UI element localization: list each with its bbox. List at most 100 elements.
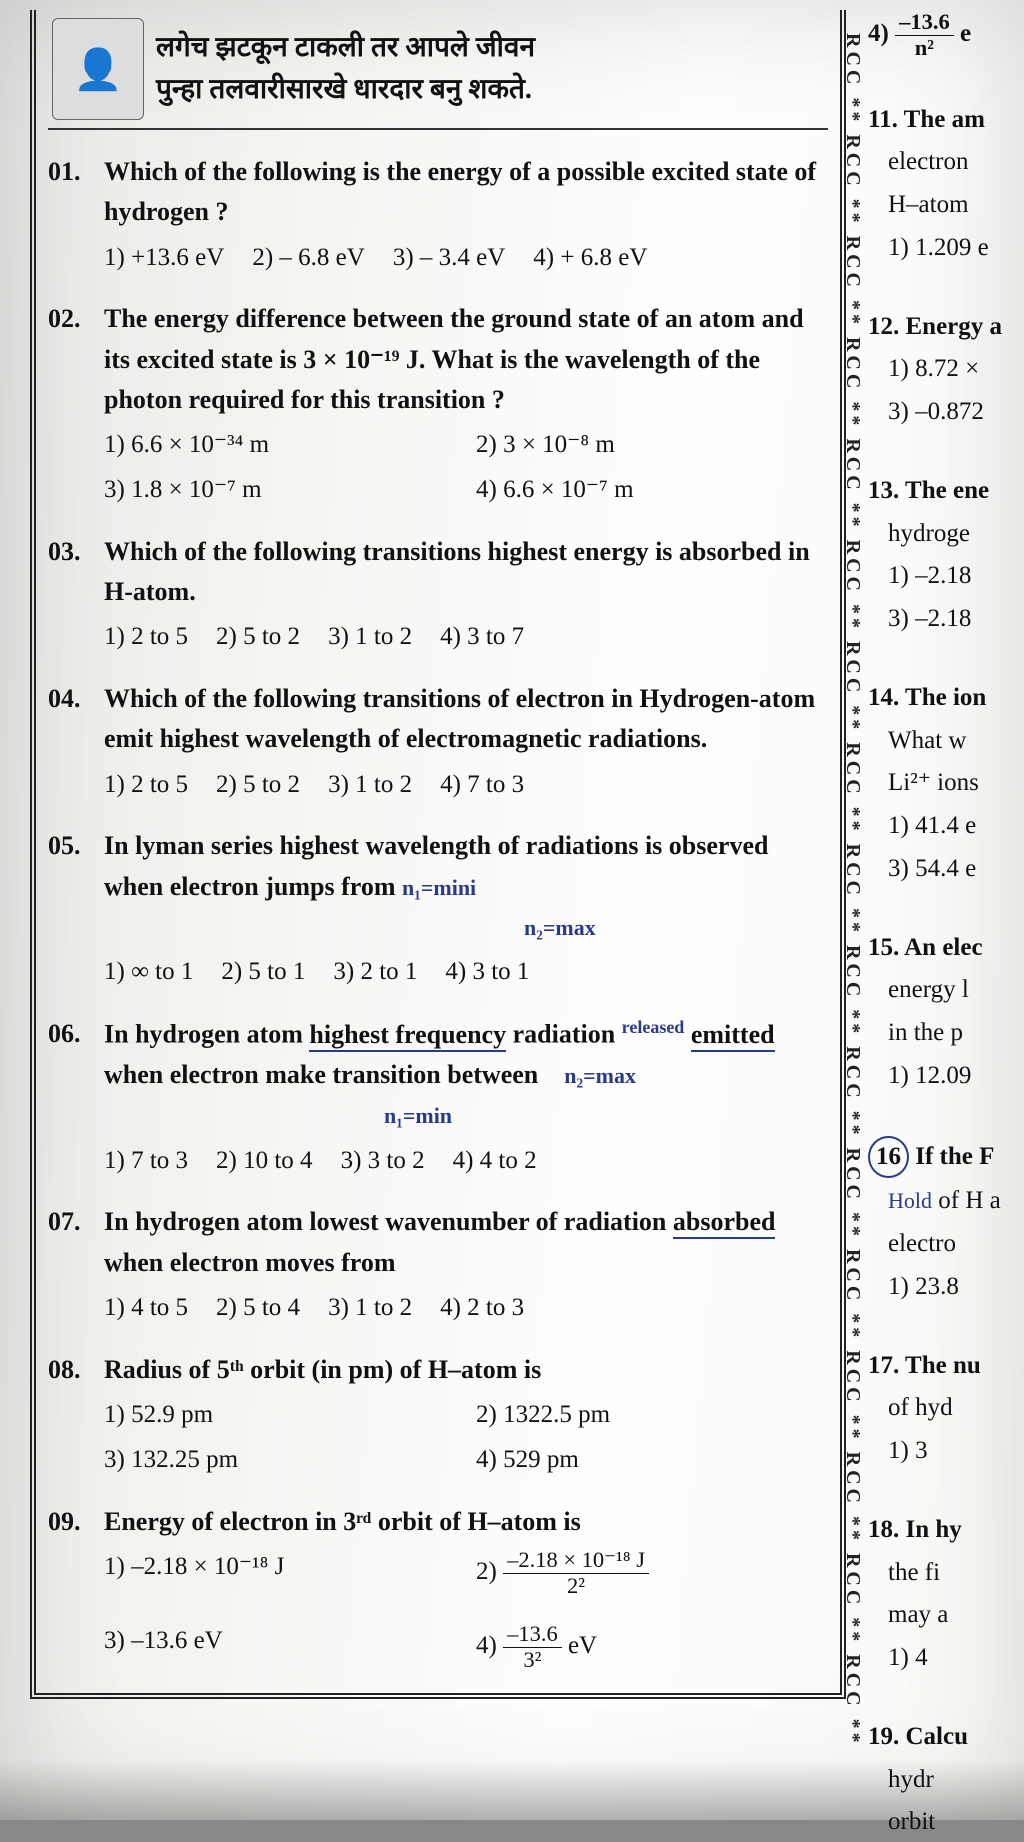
q02-text: The energy difference between the ground…: [104, 299, 828, 420]
q09-opt4: 4) –13.6 3² eV: [476, 1622, 828, 1673]
r12a: 1) 8.72 ×: [888, 350, 1018, 389]
q07-opt4: 4) 2 to 3: [440, 1289, 524, 1328]
q02-opt3: 3) 1.8 × 10⁻⁷ m: [104, 471, 456, 510]
q04-options: 1) 2 to 5 2) 5 to 2 3) 1 to 2 4) 7 to 3: [104, 766, 828, 805]
r13: 13. The ene: [868, 472, 1018, 511]
q07-opt3: 3) 1 to 2: [328, 1289, 412, 1328]
q05-opt3: 3) 2 to 1: [333, 953, 417, 992]
q07-opt2: 2) 5 to 4: [216, 1289, 300, 1328]
r11b: H–atom: [888, 186, 1018, 225]
r18b: may a: [888, 1596, 1018, 1635]
question-04: 04. Which of the following transitions o…: [48, 679, 828, 804]
r16e: electro: [888, 1225, 1018, 1264]
r16-circled: 16: [868, 1136, 909, 1179]
q03-opt3: 3) 1 to 2: [328, 618, 412, 657]
q06-opt2: 2) 10 to 4: [216, 1142, 313, 1181]
r10-den: n²: [895, 36, 954, 61]
q05-opt4: 4) 3 to 1: [445, 953, 529, 992]
r16b: If the F: [909, 1143, 994, 1170]
q04-number: 04.: [48, 679, 104, 760]
r13b: 1) –2.18: [888, 557, 1018, 596]
r11: 11. The am: [868, 101, 1018, 140]
r15c: 1) 12.09: [888, 1057, 1018, 1096]
question-09: 09. Energy of electron in 3ʳᵈ orbit of H…: [48, 1502, 828, 1673]
r14a: What w: [888, 722, 1018, 761]
q04-opt4: 4) 7 to 3: [440, 766, 524, 805]
q06-opt1: 1) 7 to 3: [104, 1142, 188, 1181]
r18a: the fi: [888, 1554, 1018, 1593]
question-05: 05. In lyman series highest wavelength o…: [48, 826, 828, 992]
question-03: 03. Which of the following transitions h…: [48, 532, 828, 657]
q01-opt1: 1) +13.6 eV: [104, 239, 224, 278]
q01-options: 1) +13.6 eV 2) – 6.8 eV 3) – 3.4 eV 4) +…: [104, 239, 828, 278]
q05-hand-note1: n₁=mini: [402, 875, 476, 900]
q09-o2-frac: –2.18 × 10⁻¹⁸ J 2²: [503, 1548, 649, 1599]
q05-number: 05.: [48, 826, 104, 947]
r15b: in the p: [888, 1014, 1018, 1053]
q08-text: Radius of 5ᵗʰ orbit (in pm) of H–atom is: [104, 1350, 828, 1390]
r11c: 1) 1.209 e: [888, 229, 1018, 268]
header-line1: लगेच झटकून टाकली तर आपले जीवन: [156, 32, 535, 63]
q09-o4-label: 4): [476, 1632, 503, 1659]
header-quote: लगेच झटकून टाकली तर आपले जीवन पुन्हा तलव…: [156, 27, 824, 111]
q03-number: 03.: [48, 532, 104, 613]
question-06: 06. In hydrogen atom highest frequency r…: [48, 1014, 828, 1180]
q09-o4-num: –13.6: [503, 1622, 562, 1648]
q04-opt3: 3) 1 to 2: [328, 766, 412, 805]
header-quote-box: 👤 लगेच झटकून टाकली तर आपले जीवन पुन्हा त…: [48, 10, 828, 130]
q09-opt2: 2) –2.18 × 10⁻¹⁸ J 2²: [476, 1548, 828, 1599]
r11a: electron: [888, 143, 1018, 182]
r14c: 1) 41.4 e: [888, 807, 1018, 846]
question-01: 01. Which of the following is the energy…: [48, 152, 828, 277]
q08-options: 1) 52.9 pm 2) 1322.5 pm 3) 132.25 pm 4) …: [104, 1396, 828, 1480]
q06-options: 1) 7 to 3 2) 10 to 4 3) 3 to 2 4) 4 to 2: [104, 1142, 828, 1181]
r14b: Li²⁺ ions: [888, 764, 1018, 803]
bottom-shadow: [0, 1760, 1024, 1820]
r14d: 3) 54.4 e: [888, 850, 1018, 889]
r18c: 1) 4: [888, 1639, 1018, 1678]
r10: 4) –13.6 n² e: [868, 10, 1018, 61]
q06-tc: radiation: [513, 1020, 622, 1049]
q08-opt2: 2) 1322.5 pm: [476, 1396, 828, 1435]
q07-tc: when electron moves from: [104, 1248, 395, 1277]
question-07: 07. In hydrogen atom lowest wavenumber o…: [48, 1202, 828, 1327]
q04-opt2: 2) 5 to 2: [216, 766, 300, 805]
q03-opt1: 1) 2 to 5: [104, 618, 188, 657]
q09-number: 09.: [48, 1502, 104, 1542]
r16f: 1) 23.8: [888, 1268, 1018, 1307]
q07-ta: In hydrogen atom lowest wavenumber of ra…: [104, 1207, 673, 1236]
q03-text: Which of the following transitions highe…: [104, 532, 828, 613]
q07-text: In hydrogen atom lowest wavenumber of ra…: [104, 1202, 828, 1283]
q06-tb: highest frequency: [309, 1020, 506, 1052]
q07-tb: absorbed: [673, 1207, 776, 1239]
q05-options: 1) ∞ to 1 2) 5 to 1 3) 2 to 1 4) 3 to 1: [104, 953, 828, 992]
page-scan: RCC ** RCC ** RCC ** RCC ** RCC ** RCC *…: [0, 0, 1024, 1820]
q02-opt4: 4) 6.6 × 10⁻⁷ m: [476, 471, 828, 510]
r10-label: 4): [868, 20, 895, 47]
q06-hand-released: released: [622, 1017, 685, 1037]
q03-opt2: 2) 5 to 2: [216, 618, 300, 657]
r13a: hydroge: [888, 515, 1018, 554]
q02-options: 1) 6.6 × 10⁻³⁴ m 2) 3 × 10⁻⁸ m 3) 1.8 × …: [104, 426, 828, 510]
portrait-icon: 👤: [52, 18, 144, 120]
r16cd: Hold of H a: [888, 1182, 1018, 1221]
q08-opt4: 4) 529 pm: [476, 1441, 828, 1480]
q06-hand-n2: n₂=max: [564, 1063, 636, 1088]
q09-o4-frac: –13.6 3²: [503, 1622, 562, 1673]
q09-o2-num: –2.18 × 10⁻¹⁸ J: [503, 1548, 649, 1574]
q07-opt1: 1) 4 to 5: [104, 1289, 188, 1328]
r12: 12. Energy a: [868, 308, 1018, 347]
q06-te: when electron make transition between: [104, 1060, 538, 1089]
r14: 14. The ion: [868, 679, 1018, 718]
q08-number: 08.: [48, 1350, 104, 1390]
q03-options: 1) 2 to 5 2) 5 to 2 3) 1 to 2 4) 3 to 7: [104, 618, 828, 657]
r12b: 3) –0.872: [888, 393, 1018, 432]
q01-opt4: 4) + 6.8 eV: [533, 239, 647, 278]
q05-opt2: 2) 5 to 1: [221, 953, 305, 992]
r16c: Hold: [888, 1188, 932, 1213]
q06-ta: In hydrogen atom: [104, 1020, 309, 1049]
q09-o2-label: 2): [476, 1558, 503, 1585]
q05-text: In lyman series highest wavelength of ra…: [104, 826, 828, 947]
q06-td: emitted: [691, 1020, 775, 1052]
q02-opt2: 2) 3 × 10⁻⁸ m: [476, 426, 828, 465]
